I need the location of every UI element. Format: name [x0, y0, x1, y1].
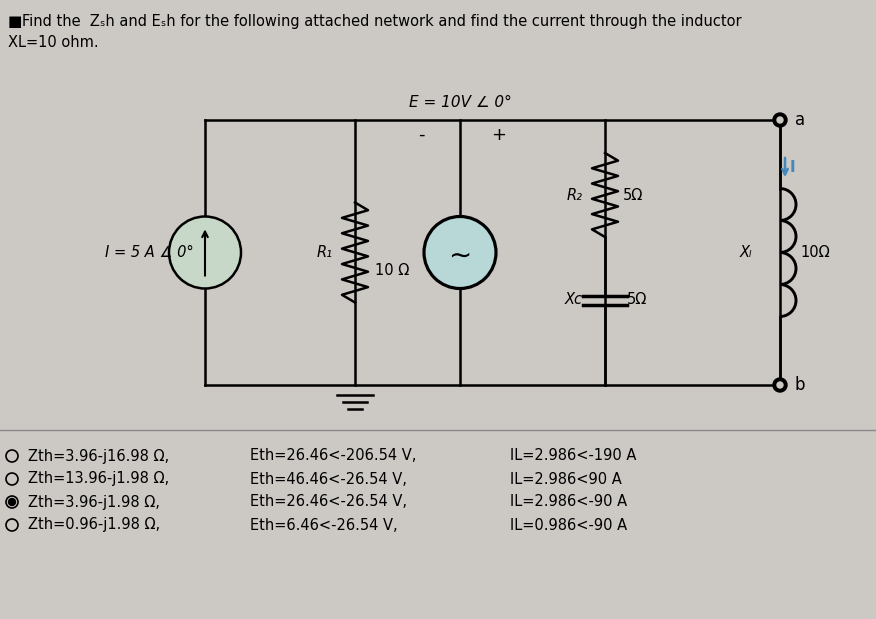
Text: Zth=13.96-j1.98 Ω,: Zth=13.96-j1.98 Ω, [28, 472, 169, 487]
Text: IL=2.986<-190 A: IL=2.986<-190 A [510, 449, 636, 464]
Text: Zth=3.96-j16.98 Ω,: Zth=3.96-j16.98 Ω, [28, 449, 169, 464]
Text: a: a [795, 111, 805, 129]
Text: Xₗ: Xₗ [739, 245, 752, 260]
Text: Eth=26.46<-206.54 V,: Eth=26.46<-206.54 V, [250, 449, 416, 464]
Text: Eth=26.46<-26.54 V,: Eth=26.46<-26.54 V, [250, 495, 407, 509]
Text: 5Ω: 5Ω [623, 188, 643, 202]
Text: b: b [795, 376, 806, 394]
Text: R₂: R₂ [567, 188, 583, 202]
Text: IL=0.986<-90 A: IL=0.986<-90 A [510, 517, 627, 532]
Text: I: I [790, 160, 795, 175]
Text: 10 Ω: 10 Ω [375, 263, 409, 278]
Text: IL=2.986<-90 A: IL=2.986<-90 A [510, 495, 627, 509]
Text: Zth=0.96-j1.98 Ω,: Zth=0.96-j1.98 Ω, [28, 517, 160, 532]
Circle shape [773, 113, 787, 127]
Text: Xᴄ: Xᴄ [565, 293, 583, 308]
Text: I = 5 A ∠ 0°: I = 5 A ∠ 0° [105, 245, 194, 260]
Text: -: - [418, 126, 424, 144]
Circle shape [9, 498, 16, 506]
Text: Find the  Zₛh and Eₛh for the following attached network and find the current th: Find the Zₛh and Eₛh for the following a… [22, 14, 742, 29]
Text: R₁: R₁ [317, 245, 333, 260]
Text: Eth=46.46<-26.54 V,: Eth=46.46<-26.54 V, [250, 472, 406, 487]
Text: XL=10 ohm.: XL=10 ohm. [8, 35, 99, 50]
Text: IL=2.986<90 A: IL=2.986<90 A [510, 472, 622, 487]
Circle shape [777, 117, 783, 123]
Text: Eth=6.46<-26.54 V,: Eth=6.46<-26.54 V, [250, 517, 398, 532]
Text: 5Ω: 5Ω [627, 293, 647, 308]
Text: ■: ■ [8, 14, 23, 29]
Circle shape [169, 217, 241, 288]
Text: ∼: ∼ [449, 241, 471, 269]
Text: Zth=3.96-j1.98 Ω,: Zth=3.96-j1.98 Ω, [28, 495, 160, 509]
Circle shape [424, 217, 496, 288]
Text: 10Ω: 10Ω [800, 245, 830, 260]
Circle shape [773, 378, 787, 392]
Circle shape [777, 382, 783, 388]
Text: +: + [491, 126, 506, 144]
Text: E = 10V ∠ 0°: E = 10V ∠ 0° [408, 95, 512, 110]
